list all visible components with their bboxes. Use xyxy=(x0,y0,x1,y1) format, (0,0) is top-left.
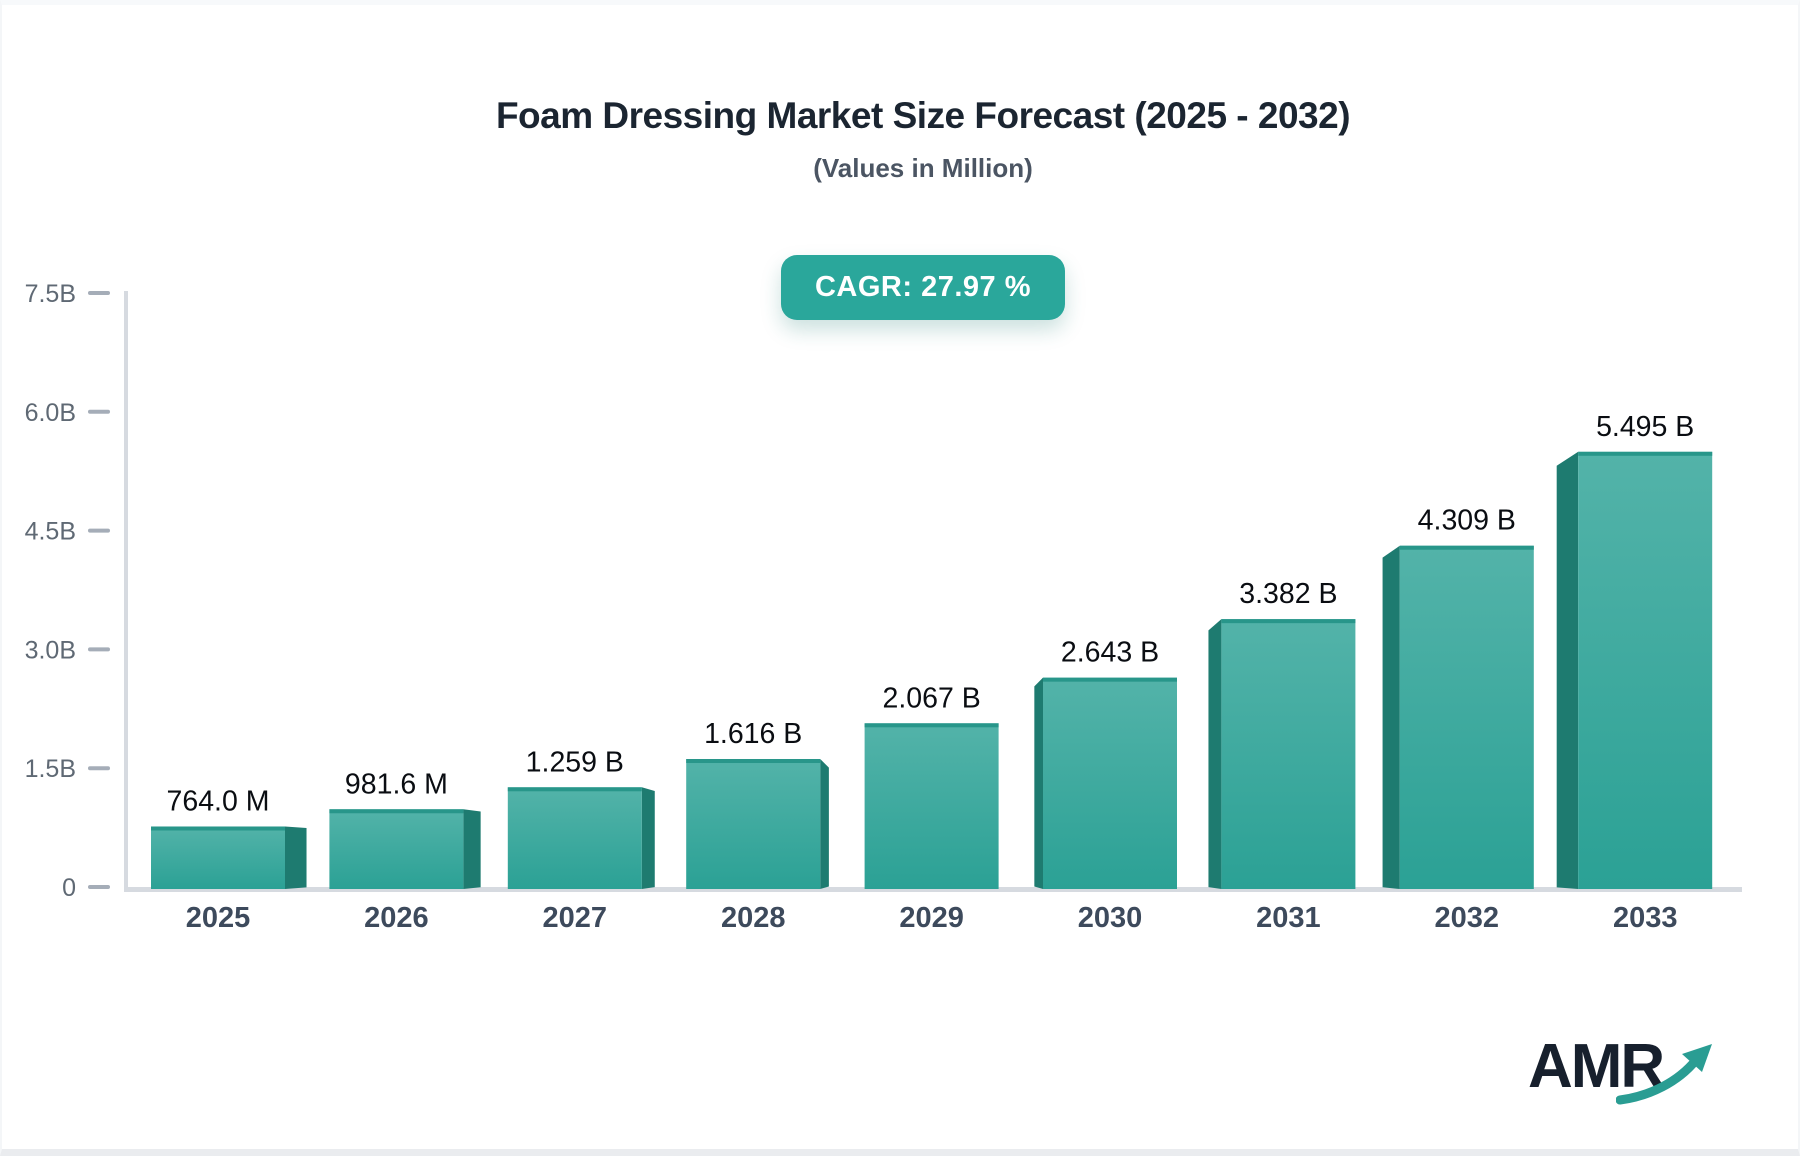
x-tick-label: 2033 xyxy=(1613,902,1678,934)
bar-front xyxy=(151,826,285,889)
bar-value-label: 1.616 B xyxy=(704,718,802,750)
bar-side xyxy=(1034,677,1043,889)
bar-front xyxy=(329,809,464,889)
bar-top-edge xyxy=(151,826,285,831)
bar-value-label: 4.309 B xyxy=(1418,505,1516,537)
bar-front xyxy=(1043,677,1177,889)
bar-front xyxy=(864,723,999,889)
bar-top-edge xyxy=(864,723,999,728)
x-tick-label: 2029 xyxy=(899,902,964,934)
growth-arrow-icon xyxy=(1616,1044,1712,1105)
bar-side xyxy=(820,759,829,889)
x-tick-label: 2025 xyxy=(186,902,251,934)
bar-front xyxy=(686,759,821,889)
cagr-badge: CAGR: 27.97 % xyxy=(780,255,1066,320)
bar-top-edge xyxy=(1578,451,1713,456)
bar-top-edge xyxy=(1043,677,1177,682)
bar-value-label: 2.643 B xyxy=(1061,637,1159,669)
y-tick-label: 4.5B xyxy=(25,518,76,546)
x-tick-label: 2031 xyxy=(1256,902,1321,934)
bar-value-label: 2.067 B xyxy=(882,682,980,714)
x-tick-label: 2027 xyxy=(543,902,608,934)
bar-side xyxy=(1382,545,1400,889)
amr-logo-text: AMR xyxy=(1528,1032,1665,1101)
bar-top-edge xyxy=(329,809,464,814)
bar-top-edge xyxy=(686,759,821,764)
y-tick-dash xyxy=(88,291,110,295)
bar-value-label: 764.0 M xyxy=(167,785,270,817)
x-tick-label: 2026 xyxy=(364,902,429,934)
bar-top-edge xyxy=(1399,545,1534,550)
y-axis-line xyxy=(124,291,128,891)
y-tick-dash xyxy=(88,409,110,414)
bar-front xyxy=(1399,545,1534,889)
y-tick-label: 3.0B xyxy=(25,636,76,664)
bar-side xyxy=(285,826,307,889)
y-tick-label: 7.5B xyxy=(25,280,76,308)
amr-logo: AMR xyxy=(1528,1036,1738,1116)
y-tick-dash xyxy=(88,766,110,771)
chart-header: Foam Dressing Market Size Forecast (2025… xyxy=(23,94,1800,184)
x-tick-label: 2032 xyxy=(1435,902,1500,934)
bar-front xyxy=(1221,619,1356,889)
y-tick-label: 6.0B xyxy=(25,399,76,427)
bar-value-label: 5.495 B xyxy=(1596,411,1694,443)
y-tick-label: 1.5B xyxy=(25,755,76,783)
y-tick-dash xyxy=(88,647,110,652)
bar-value-label: 3.382 B xyxy=(1239,578,1337,610)
chart-subtitle: (Values in Million) xyxy=(813,153,1033,183)
bar-side xyxy=(641,787,655,889)
bar-side xyxy=(463,809,481,889)
bar-side xyxy=(1556,451,1579,889)
y-tick-label: 0 xyxy=(62,874,76,902)
x-tick-label: 2030 xyxy=(1078,902,1143,934)
bar-front xyxy=(507,787,642,889)
bar-top-edge xyxy=(1221,619,1356,624)
x-tick-label: 2028 xyxy=(721,902,786,934)
bar-side xyxy=(1208,619,1222,889)
y-tick-dash xyxy=(88,885,110,889)
x-axis-line xyxy=(124,887,1742,892)
bar-top-edge xyxy=(507,787,642,792)
bar-value-label: 1.259 B xyxy=(526,746,624,778)
y-tick-dash xyxy=(88,528,110,533)
bar-front xyxy=(1578,451,1713,889)
bar-value-label: 981.6 M xyxy=(345,768,448,800)
chart-title: Foam Dressing Market Size Forecast (2025… xyxy=(495,95,1351,136)
